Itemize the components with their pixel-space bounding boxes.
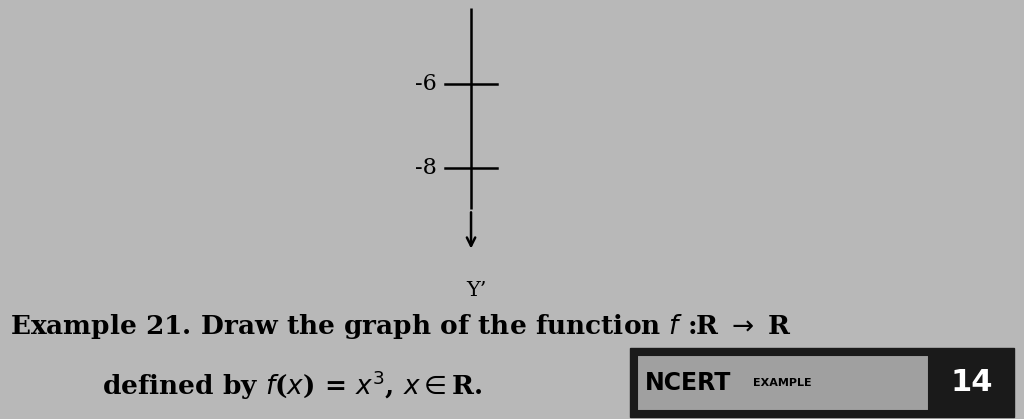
Bar [630, 348, 1014, 417]
Text: Y’: Y’ [466, 281, 486, 300]
Bar [637, 355, 929, 411]
Text: -6: -6 [416, 73, 437, 95]
Text: EXAMPLE: EXAMPLE [753, 378, 811, 388]
Text: 14: 14 [950, 368, 992, 397]
Text: -8: -8 [416, 157, 437, 178]
Text: defined by $f$($x$) = $x^3$, $x$$\in$R.: defined by $f$($x$) = $x^3$, $x$$\in$R. [102, 369, 483, 402]
Text: NCERT: NCERT [645, 371, 731, 395]
Text: Example 21. Draw the graph of the function $f$ :R $\rightarrow$ R: Example 21. Draw the graph of the functi… [10, 312, 792, 341]
